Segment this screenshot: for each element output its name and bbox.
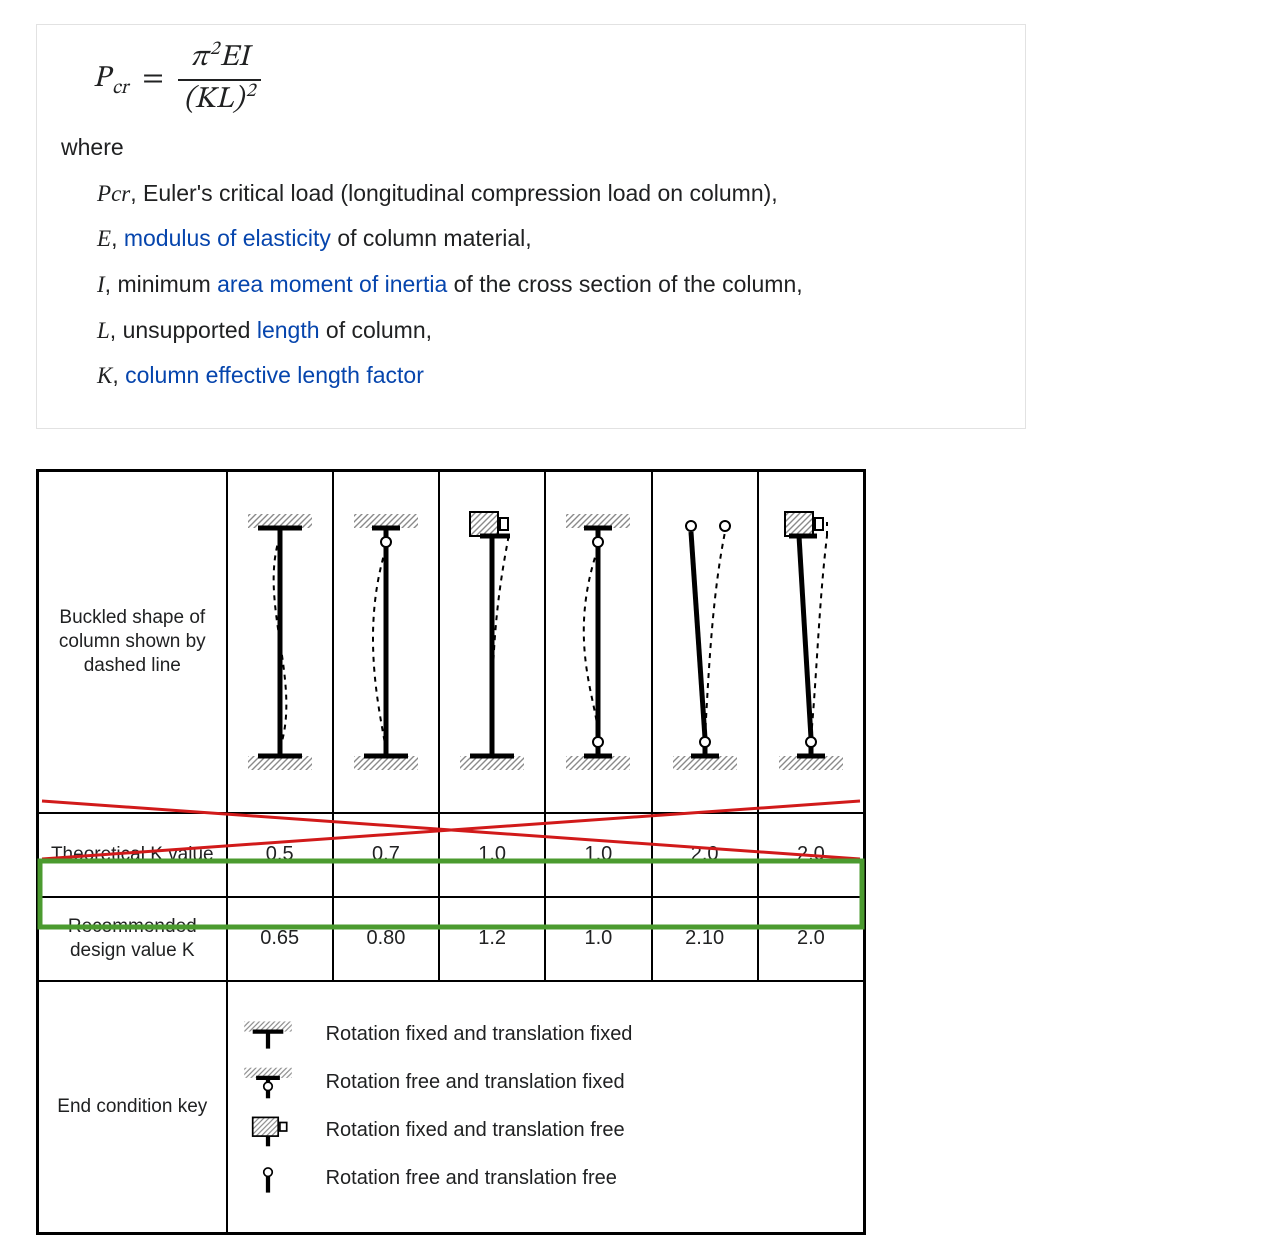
rec-4: 1.0 [545,897,651,981]
def-K: K, column effective length factor [97,358,1003,394]
euler-formula-card: P cr = π2EI (KL)2 where Pcr, Euler's cri… [36,24,1026,429]
theo-5: 2.0 [652,813,758,897]
diag-col-6 [758,470,865,813]
euler-formula: P cr = π2EI (KL)2 [93,43,1003,116]
legend-text-1: Rotation fixed and translation fixed [326,1023,633,1046]
rec-5: 2.10 [652,897,758,981]
theo-3: 1.0 [439,813,545,897]
legend-row: End condition key Rotation fixed and tra… [38,981,865,1234]
definitions-list: Pcr, Euler's critical load (longitudinal… [97,176,1003,394]
formula-P-sub: cr [112,73,128,103]
diag-col-5 [652,470,758,813]
k-factor-table-wrap: Buckled shape of column shown by dashed … [36,469,1244,1235]
rec-3: 1.2 [439,897,545,981]
diag-col-4 [545,470,651,813]
def-E: E, modulus of elasticity of column mater… [97,221,1003,257]
legend-pinned-fixed: Rotation free and translation fixed [232,1066,853,1100]
link-length[interactable]: length [257,317,320,343]
diagram-row-header: Buckled shape of column shown by dashed … [38,470,227,813]
rec-1: 0.65 [227,897,333,981]
link-area-moment-of-inertia[interactable]: area moment of inertia [217,271,447,297]
EI: EI [220,43,250,73]
theoretical-row-header: Theoretical K value [38,813,227,897]
equals-sign: = [142,56,164,103]
KL: (KL) [184,85,244,115]
formula-fraction: π2EI (KL)2 [178,43,262,116]
legend-row-header: End condition key [38,981,227,1234]
diag-col-1 [227,470,333,813]
rec-6: 2.0 [758,897,865,981]
rec-2: 0.80 [333,897,439,981]
def-L: L, unsupported length of column, [97,313,1003,349]
pi-power: 2 [210,39,220,59]
theo-6: 2.0 [758,813,865,897]
def-I: I, minimum area moment of inertia of the… [97,267,1003,303]
recommended-row-header: Recommended design value K [38,897,227,981]
legend-text-4: Rotation free and translation free [326,1167,617,1190]
def-Pcr: Pcr, Euler's critical load (longitudinal… [97,176,1003,212]
pi: π [190,43,208,73]
k-factor-table: Buckled shape of column shown by dashed … [36,469,866,1235]
theo-4: 1.0 [545,813,651,897]
diagram-row: Buckled shape of column shown by dashed … [38,470,865,813]
KL-power: 2 [246,81,256,101]
legend-pinned-free: Rotation free and translation free [232,1162,853,1196]
diag-col-2 [333,470,439,813]
legend-fixed-fixed: Rotation fixed and translation fixed [232,1018,853,1052]
diag-col-3 [439,470,545,813]
recommended-row: Recommended design value K 0.65 0.80 1.2… [38,897,865,981]
theo-1: 0.5 [227,813,333,897]
theo-2: 0.7 [333,813,439,897]
legend-text-2: Rotation free and translation fixed [326,1071,625,1094]
legend-text-3: Rotation fixed and translation free [326,1119,625,1142]
formula-P: P [93,56,110,103]
link-effective-length-factor[interactable]: column effective length factor [125,362,424,388]
theoretical-row: Theoretical K value 0.5 0.7 1.0 1.0 2.0 … [38,813,865,897]
link-modulus-of-elasticity[interactable]: modulus of elasticity [124,225,331,251]
where-label: where [61,130,1003,166]
legend-fixed-free: Rotation fixed and translation free [232,1114,853,1148]
legend-list: Rotation fixed and translation fixed Rot… [228,1004,863,1210]
